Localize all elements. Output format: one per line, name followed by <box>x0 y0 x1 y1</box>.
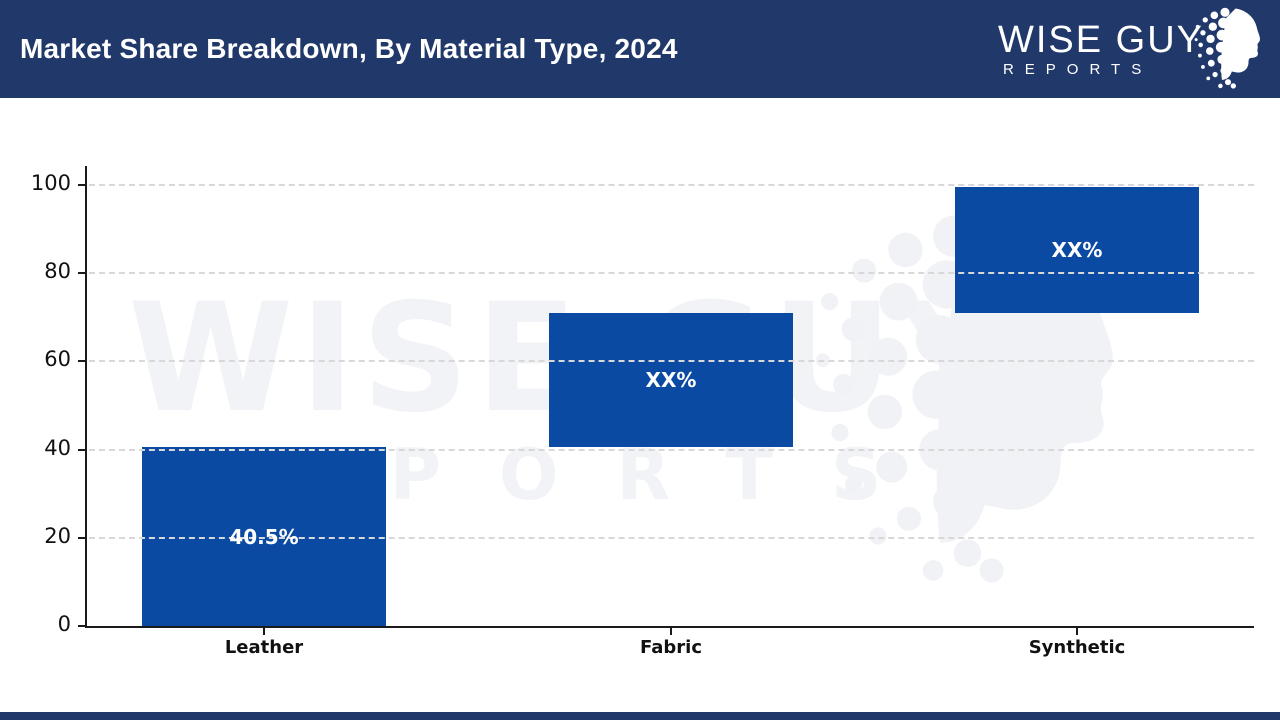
x-category-label: Fabric <box>640 637 702 658</box>
y-tick-label: 40 <box>44 435 71 460</box>
gridline <box>89 360 1254 363</box>
wise-guy-logo: WISE GUY REPORTS <box>998 7 1280 92</box>
logo-text: WISE GUY REPORTS <box>998 20 1204 78</box>
y-tick <box>78 536 87 539</box>
gridline <box>89 536 1254 539</box>
gridline <box>89 272 1254 275</box>
bar-label: 40.5% <box>229 524 299 549</box>
gridline <box>89 448 1254 451</box>
logo-subtext: REPORTS <box>1002 61 1153 78</box>
footer-bar <box>0 712 1280 720</box>
bar-label: XX% <box>1051 238 1103 263</box>
y-tick <box>78 272 87 275</box>
y-tick-label: 80 <box>44 259 71 284</box>
x-category-label: Synthetic <box>1028 637 1126 658</box>
dotted-head-icon <box>1194 7 1260 89</box>
y-tick <box>78 625 87 627</box>
y-tick-label: 100 <box>30 171 71 195</box>
logo-wordmark: WISE GUY <box>997 19 1204 61</box>
y-tick <box>78 448 87 451</box>
x-tick <box>1076 628 1078 635</box>
y-tick-label: 20 <box>44 523 71 548</box>
bar-leather <box>142 447 386 626</box>
chart-title: Market Share Breakdown, By Material Type… <box>20 33 678 64</box>
x-category-label: Leather <box>224 637 304 658</box>
x-axis-line <box>85 626 1254 628</box>
x-tick <box>263 628 265 635</box>
bar-label: XX% <box>645 368 697 393</box>
y-tick <box>78 360 87 363</box>
header-bar: Market Share Breakdown, By Material Type… <box>0 0 1280 98</box>
bar-fabric <box>549 312 793 448</box>
x-tick <box>670 628 672 635</box>
y-tick-label: 0 <box>57 612 71 636</box>
gridline <box>89 184 1254 186</box>
y-tick <box>78 184 87 186</box>
y-axis-line <box>85 166 87 628</box>
y-tick-label: 60 <box>44 347 71 372</box>
